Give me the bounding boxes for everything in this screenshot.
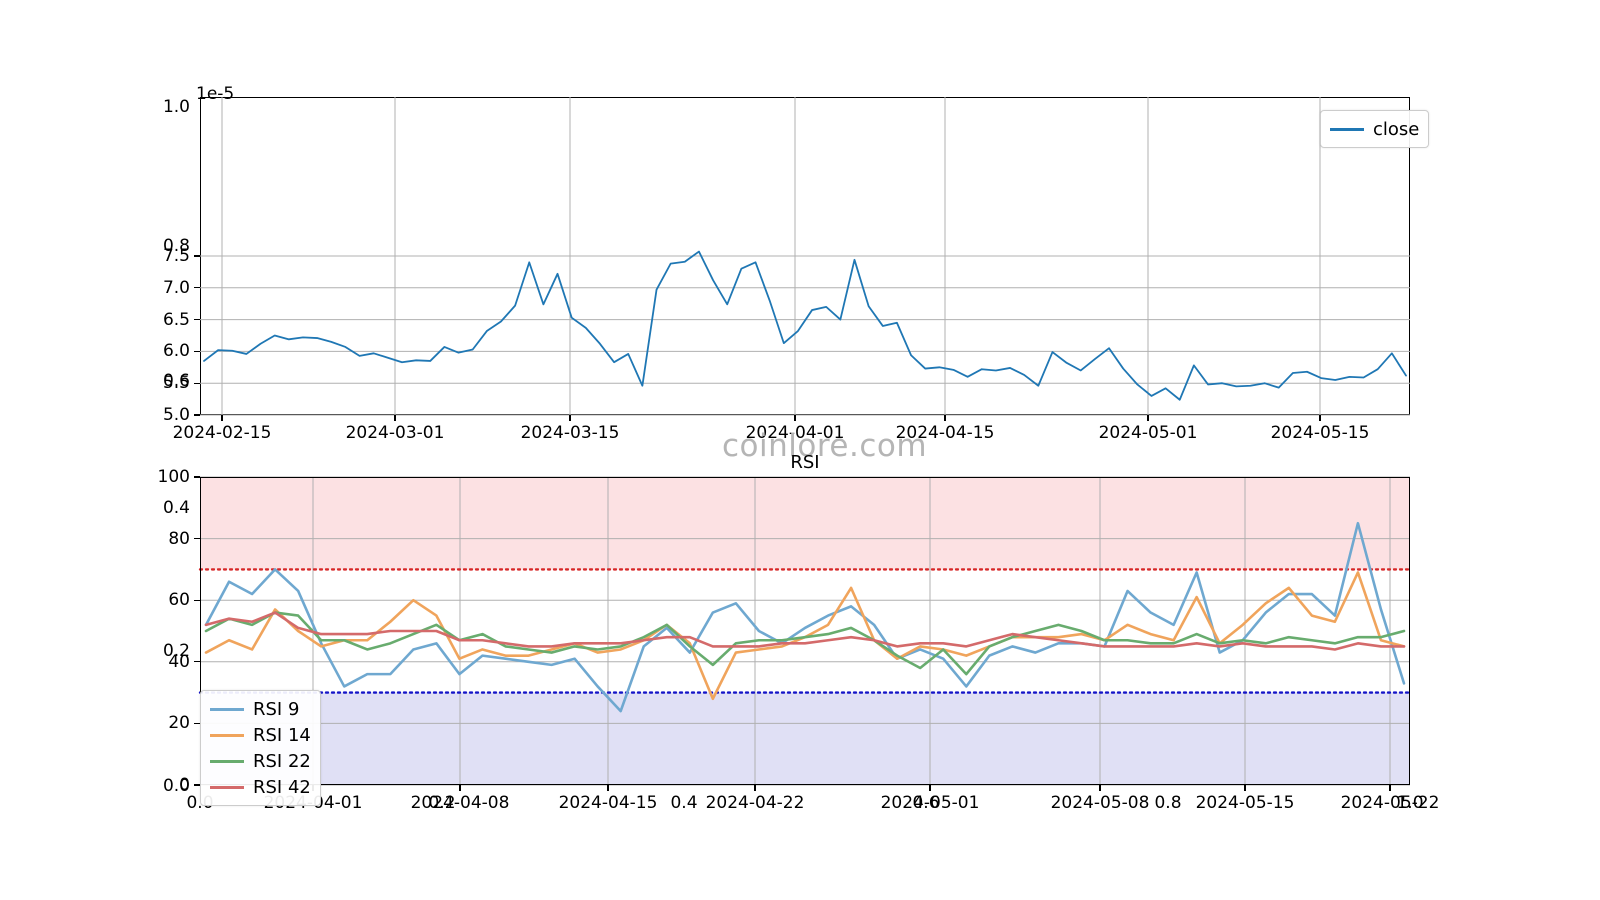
rsi-threshold-lines — [198, 568, 1412, 694]
rsi-x-tick-label: 2024-05-01 — [880, 793, 980, 813]
legend-swatch-rsi-9 — [210, 707, 244, 711]
price-x-tick-label: 2024-05-01 — [1098, 423, 1198, 443]
legend-swatch-rsi-42 — [210, 785, 244, 789]
tick-mark — [194, 318, 200, 321]
rsi-line-rsi-22 — [204, 611, 1406, 676]
tick-mark — [607, 785, 609, 791]
price-y-tick-label: 5.0 — [162, 405, 190, 425]
tick-mark — [754, 785, 756, 791]
legend-swatch-rsi-14 — [210, 733, 244, 737]
legend-item[interactable]: RSI 14 — [210, 722, 311, 748]
watermark-coinlore: coinlore.com — [722, 428, 928, 464]
legend-label: RSI 22 — [253, 750, 311, 772]
tick-mark — [1147, 415, 1149, 421]
tick-mark — [1389, 785, 1391, 791]
price-x-tick-label: 2024-03-01 — [345, 423, 445, 443]
price-y-tick-label: 6.5 — [162, 309, 190, 330]
legend-label: RSI 9 — [253, 698, 300, 720]
tick-mark — [194, 722, 200, 725]
price-x-tick-label: 2024-03-15 — [520, 423, 620, 443]
rsi-x-tick-label: 2024-05-22 — [1340, 793, 1440, 813]
price-y-offset-label: 1e-5 — [196, 84, 235, 104]
price-y-tick-label: 6.0 — [162, 341, 190, 362]
tick-mark — [194, 287, 200, 289]
price-chart-axes — [200, 97, 1410, 416]
tick-mark — [1319, 415, 1321, 421]
price-legend[interactable]: close — [1320, 110, 1430, 148]
legend-item[interactable]: RSI 42 — [210, 774, 311, 800]
tick-mark — [944, 415, 946, 421]
rsi-series-lines — [204, 521, 1406, 713]
rsi-chart-axes — [198, 476, 1412, 786]
price-series-lines — [203, 250, 1407, 401]
rsi-line-rsi-42 — [204, 611, 1406, 651]
rsi-line-rsi-9 — [204, 521, 1406, 713]
tick-mark — [221, 415, 223, 421]
legend-item[interactable]: close — [1330, 116, 1419, 142]
overbought-band — [200, 477, 1410, 570]
tick-mark — [459, 785, 461, 791]
overlay-y-tick-label: 0.6 — [162, 371, 190, 391]
rsi-line-rsi-14 — [204, 571, 1406, 701]
rsi-x-tick-label: 2024-04-15 — [558, 793, 658, 813]
tick-mark — [194, 784, 200, 786]
price-y-tick-label: 5.5 — [162, 373, 190, 394]
legend-label: RSI 42 — [253, 776, 311, 798]
tick-mark — [1099, 785, 1101, 791]
overlay-y-tick-label: 0.4 — [162, 498, 190, 518]
rsi-y-tick-label: 100 — [157, 467, 190, 487]
tick-mark — [394, 415, 396, 421]
price-x-tick-label: 2024-02-15 — [172, 423, 272, 443]
price-x-tick-label: 2024-04-15 — [895, 423, 995, 443]
oversold-band — [200, 692, 1410, 785]
rsi-x-tick-label: 2024-04-08 — [410, 793, 510, 813]
tick-mark — [1244, 785, 1246, 791]
rsi-x-tick-label: 2024-04-22 — [705, 793, 805, 813]
rsi-legend[interactable]: RSI 9 RSI 14 RSI 22 RSI 42 — [200, 690, 321, 806]
rsi-x-tick-label: 2024-05-08 — [1050, 793, 1150, 813]
rsi-y-tick-label: 60 — [168, 590, 190, 611]
legend-item[interactable]: RSI 22 — [210, 748, 311, 774]
tick-mark — [194, 255, 200, 257]
legend-label: close — [1373, 118, 1420, 140]
price-y-tick-label: 7.0 — [162, 277, 190, 298]
overlay-y-tick-label: 0.8 — [162, 236, 190, 256]
overlay-x-tick-label: 0.2 — [428, 793, 456, 813]
overlay-y-tick-label: 0.2 — [162, 641, 190, 661]
legend-item[interactable]: RSI 9 — [210, 696, 311, 722]
price-y-tick-label: 7.5 — [162, 246, 190, 266]
overlay-x-tick-label: 1.0 — [1396, 793, 1424, 813]
overlay-y-tick-label: 1.0 — [162, 97, 190, 117]
tick-mark — [194, 382, 200, 384]
tick-mark — [194, 599, 200, 601]
legend-label: RSI 14 — [253, 724, 311, 746]
rsi-y-tick-label: 80 — [168, 528, 190, 549]
tick-mark — [194, 350, 200, 353]
legend-swatch-rsi-22 — [210, 759, 244, 763]
price-x-tick-label: 2024-05-15 — [1270, 423, 1370, 443]
price-gridlines — [200, 97, 1410, 416]
rsi-x-tick-label: 2024-05-15 — [1195, 793, 1295, 813]
price-x-tick-label: 2024-04-01 — [745, 423, 845, 443]
tick-mark — [929, 785, 931, 791]
tick-mark — [194, 537, 200, 540]
overlay-x-tick-label: 0.6 — [912, 793, 940, 813]
tick-mark — [794, 415, 796, 421]
legend-swatch-close — [1330, 127, 1364, 131]
overlay-x-tick-label: 0.8 — [1154, 793, 1182, 813]
overlay-y-tick-label: 0.0 — [162, 776, 190, 796]
tick-mark — [194, 476, 200, 478]
rsi-y-tick-label: 20 — [168, 713, 190, 734]
rsi-y-tick-label: 40 — [168, 651, 190, 672]
rsi-panel-title: RSI — [790, 452, 820, 473]
rsi-y-tick-label: 0 — [179, 775, 190, 795]
overlay-x-tick-label: 0.4 — [670, 793, 698, 813]
tick-mark — [569, 415, 571, 421]
tick-mark — [194, 414, 200, 416]
tick-mark — [194, 661, 200, 663]
